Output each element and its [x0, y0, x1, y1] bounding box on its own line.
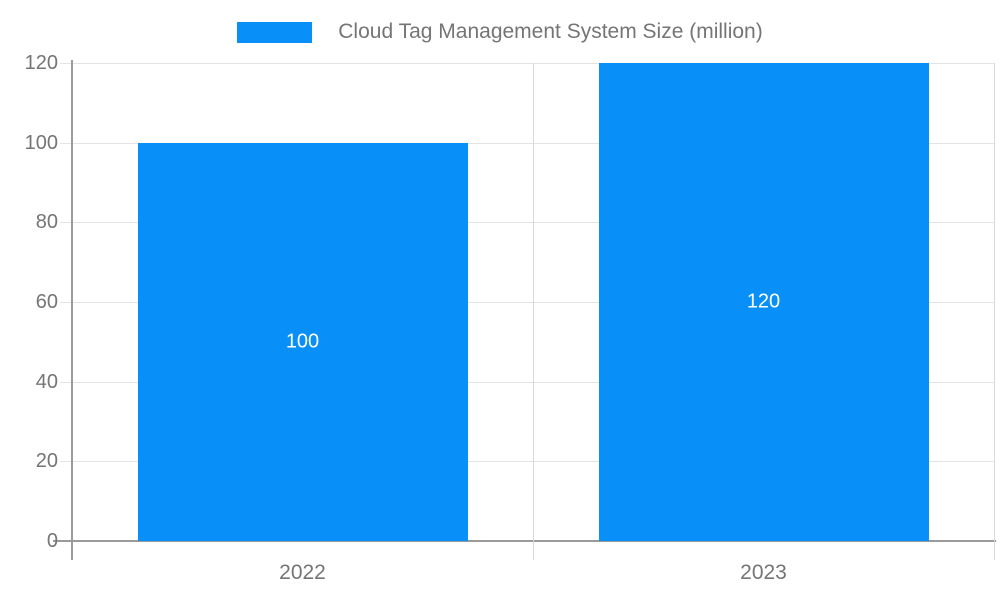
y-axis-line [71, 60, 73, 560]
legend: Cloud Tag Management System Size (millio… [0, 20, 1000, 44]
y-tick-label: 20 [35, 450, 58, 473]
gridline [60, 381, 994, 383]
bar-value-label: 120 [746, 290, 781, 313]
category-divider [533, 63, 534, 560]
legend-series-label: Cloud Tag Management System Size (millio… [338, 20, 763, 43]
category-divider [994, 63, 995, 560]
gridline [60, 63, 994, 64]
y-tick-label: 60 [35, 291, 58, 313]
bar-value-label: 100 [285, 330, 320, 353]
bar [598, 63, 929, 541]
gridline [60, 222, 994, 224]
y-tick-label: 100 [24, 131, 58, 154]
gridline [60, 461, 994, 463]
y-tick-label: 40 [35, 370, 58, 393]
x-tick-label: 2023 [740, 561, 787, 584]
x-tick-label: 2022 [279, 561, 326, 584]
gridline [60, 302, 994, 303]
legend-swatch [237, 21, 313, 43]
bar [137, 142, 468, 541]
y-tick-label: 120 [24, 52, 58, 74]
gridline [60, 142, 994, 144]
y-tick-label: 80 [35, 211, 58, 234]
y-tick-label: 0 [46, 530, 58, 552]
x-axis-line [53, 540, 996, 542]
